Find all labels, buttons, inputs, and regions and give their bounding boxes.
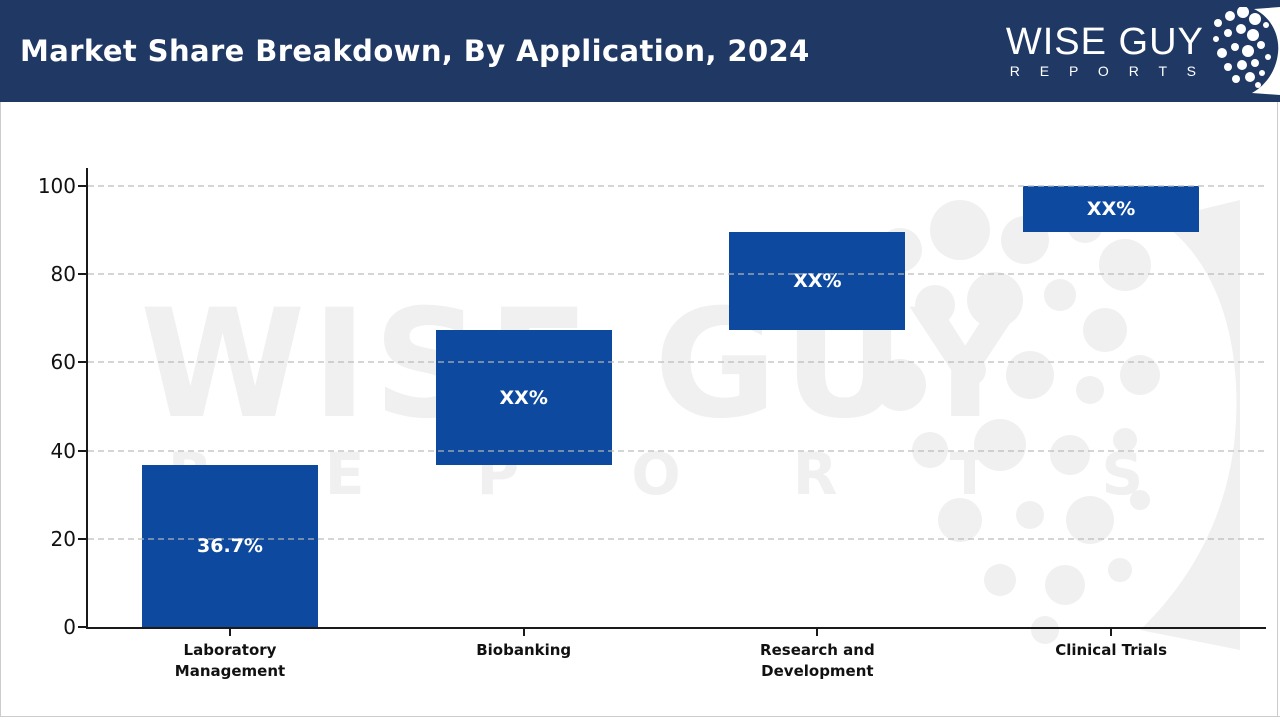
bar-value-label: XX% <box>793 270 842 293</box>
y-tick-mark <box>78 537 86 540</box>
gridline <box>88 537 1264 540</box>
logo-wordmark: WISE GUY <box>1005 21 1204 63</box>
bar-value-label: XX% <box>1086 197 1136 220</box>
gridline <box>88 185 1264 187</box>
y-tick-label: 40 <box>50 438 76 463</box>
bar-segment <box>142 465 318 627</box>
canvas-border-right <box>1277 102 1278 717</box>
bar-value-label: 36.7% <box>197 535 263 558</box>
gridline <box>88 361 1264 364</box>
y-axis-line <box>86 168 88 629</box>
canvas-border-bottom <box>0 716 1280 717</box>
y-tick-label: 100 <box>37 174 76 198</box>
x-tick-mark <box>522 629 525 636</box>
y-tick-label: 80 <box>50 262 76 287</box>
y-tick-mark <box>78 185 86 187</box>
gridline <box>88 273 1264 276</box>
category-label: Research and Development <box>760 641 875 680</box>
y-tick-label: 20 <box>50 526 76 551</box>
y-tick-mark <box>78 626 86 628</box>
y-tick-label: 0 <box>63 615 76 639</box>
header: Market Share Breakdown, By Application, … <box>0 0 1280 102</box>
logo-subtitle: R E P O R T S <box>1009 63 1204 79</box>
category-label: Biobanking <box>476 641 572 659</box>
x-tick-mark <box>816 629 819 636</box>
category-label: Laboratory Management <box>174 641 286 680</box>
y-tick-mark <box>78 273 86 276</box>
canvas-border-left <box>0 102 1 717</box>
bar-segment <box>435 330 612 466</box>
bar-value-label: XX% <box>499 386 548 409</box>
y-tick-mark <box>78 361 86 364</box>
gridline <box>88 449 1264 452</box>
x-tick-mark <box>229 629 231 636</box>
chart-title: Market Share Breakdown, By Application, … <box>20 34 810 68</box>
x-tick-mark <box>1110 629 1113 636</box>
y-tick-mark <box>78 449 86 452</box>
x-axis-line <box>86 627 1266 629</box>
category-label: Clinical Trials <box>1055 641 1167 659</box>
y-tick-label: 60 <box>50 350 76 375</box>
wise-guy-logo: WISE GUY R E P O R T S <box>1006 0 1280 102</box>
logo-head-icon <box>1213 7 1280 95</box>
